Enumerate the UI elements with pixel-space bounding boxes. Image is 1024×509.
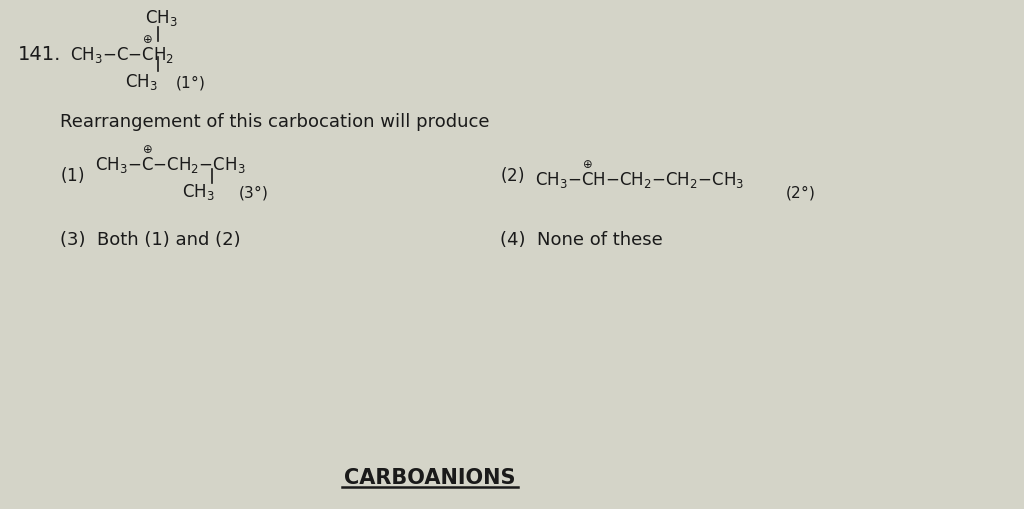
- Text: $\mathregular{CH_3}$: $\mathregular{CH_3}$: [125, 72, 158, 92]
- Text: $(2)$: $(2)$: [500, 165, 524, 185]
- Text: $(1)$: $(1)$: [60, 165, 84, 185]
- Text: $(2°)$: $(2°)$: [785, 182, 815, 201]
- Text: Rearrangement of this carbocation will produce: Rearrangement of this carbocation will p…: [60, 113, 489, 131]
- Text: $(3°)$: $(3°)$: [238, 182, 268, 201]
- Text: $(1°)$: $(1°)$: [175, 72, 205, 91]
- Text: $\mathregular{CH_3{-}\overset{\oplus}{C}{-}CH_2{-}CH_3}$: $\mathregular{CH_3{-}\overset{\oplus}{C}…: [95, 144, 246, 176]
- Text: $\mathregular{CH_3}$: $\mathregular{CH_3}$: [145, 8, 178, 28]
- Text: CARBOANIONS: CARBOANIONS: [344, 467, 516, 487]
- Text: 141.: 141.: [18, 45, 61, 64]
- Text: (3)  Both (1) and (2): (3) Both (1) and (2): [60, 231, 241, 248]
- Text: $\mathregular{CH_3}$: $\mathregular{CH_3}$: [182, 182, 215, 202]
- Text: $\mathregular{CH_3{-}C{-}\overset{\oplus}{C}H_2}$: $\mathregular{CH_3{-}C{-}\overset{\oplus…: [70, 34, 174, 66]
- Text: (4)  None of these: (4) None of these: [500, 231, 663, 248]
- Text: $\mathregular{CH_3{-}\overset{\oplus}{C}H{-}CH_2{-}CH_2{-}CH_3}$: $\mathregular{CH_3{-}\overset{\oplus}{C}…: [535, 159, 744, 190]
